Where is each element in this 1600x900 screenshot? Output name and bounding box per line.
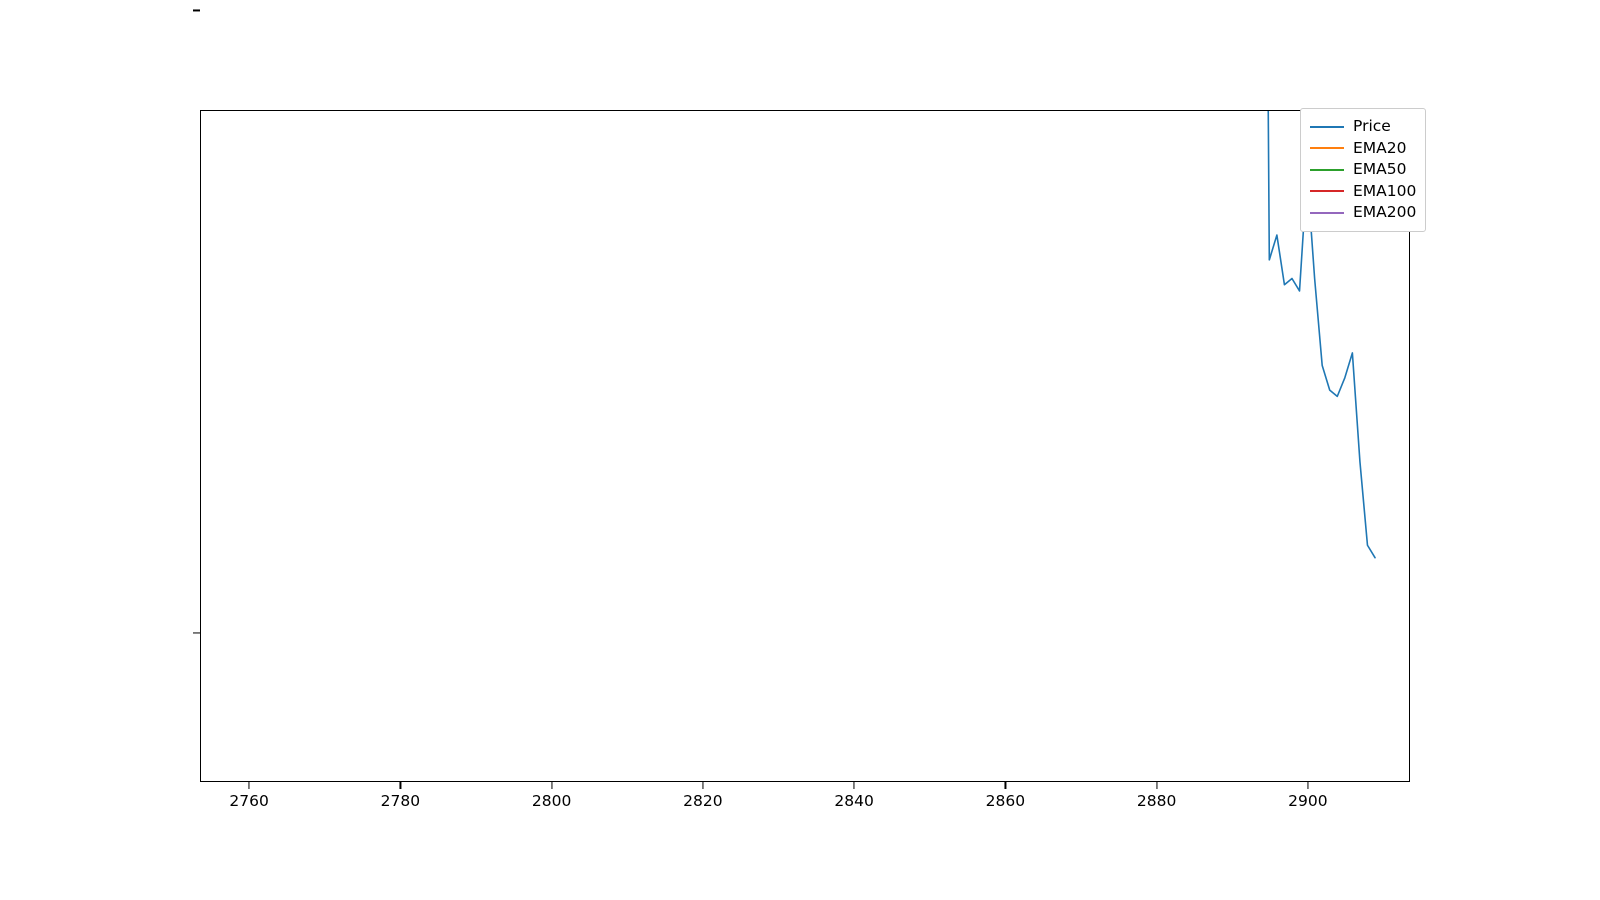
x-tick-label: 2880 [1136,792,1177,810]
legend-label: EMA200 [1353,203,1417,221]
plot-area [200,110,1410,782]
x-tick-label: 2780 [380,792,421,810]
legend-swatch-icon [1310,190,1344,193]
x-tick-label: 2860 [985,792,1026,810]
x-tick-mark [551,782,553,789]
x-tick-label: 2900 [1288,792,1328,810]
x-tick-mark [1004,782,1006,789]
x-tick-label: 2760 [229,792,269,810]
legend-swatch-icon [1310,211,1344,214]
legend-item-price[interactable]: Price [1310,116,1416,138]
legend-label: EMA20 [1353,138,1407,157]
legend-item-ema100[interactable]: EMA100 [1310,181,1416,203]
series-line-ema20 [265,111,1375,133]
series-line-price [265,111,1375,558]
legend-item-ema20[interactable]: EMA20 [1310,138,1416,160]
y-tick-mark [193,632,200,634]
legend-label: EMA50 [1353,160,1407,178]
legend-swatch-icon [1310,125,1344,128]
y-axis-tick-labels: 0.000000.000020.000040.000060.000080.000… [0,0,200,900]
y-tick-mark [193,9,200,11]
legend-swatch-icon [1310,147,1344,150]
plot-lines-svg [201,111,1409,781]
legend[interactable]: Price EMA20 EMA50 EMA100 EMA200 [1300,108,1427,232]
legend-item-ema200[interactable]: EMA200 [1310,202,1416,224]
x-tick-mark [853,782,855,789]
x-tick-mark [399,782,401,789]
x-tick-label: 2820 [683,792,723,810]
x-tick-mark [248,782,250,789]
x-tick-mark [1156,782,1158,789]
x-tick-mark [1307,782,1309,789]
x-tick-mark [702,782,704,789]
legend-label: EMA100 [1353,181,1417,200]
legend-label: Price [1353,117,1391,135]
x-tick-label: 2840 [834,792,874,810]
legend-swatch-icon [1310,168,1344,171]
legend-item-ema50[interactable]: EMA50 [1310,159,1416,181]
x-axis-tick-labels: 2760 2780 2800 2820 2840 2860 2880 2900 [0,792,1600,822]
x-tick-label: 2800 [531,792,572,810]
